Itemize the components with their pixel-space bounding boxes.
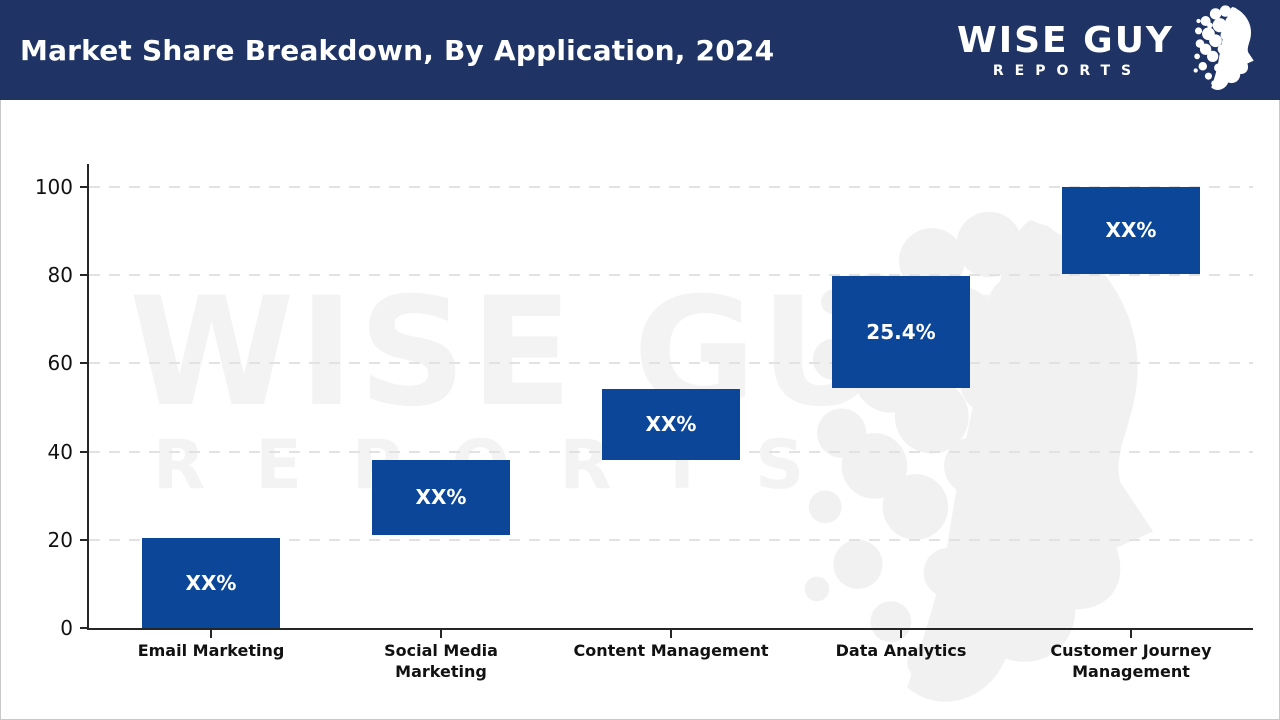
x-axis-label: Social Media Marketing [326,640,556,682]
x-axis-tick [900,630,902,638]
logo-text: WISE GUY REPORTS [956,19,1174,79]
x-axis-label: Content Management [556,640,786,661]
bar-value-label: 25.4% [866,320,936,345]
x-axis-label-line: Management [1072,662,1190,681]
bar-email-marketing: XX% [142,537,280,628]
x-axis-label: Customer Journey Management [1016,640,1246,682]
y-axis-tick-label: 20 [47,527,73,552]
x-axis-line [87,628,1253,630]
y-axis-tick [80,274,89,277]
wiseguy-logo: WISE GUY REPORTS [957,0,1270,100]
x-axis-label-line: Marketing [395,662,487,681]
logo-subtext: REPORTS [992,62,1143,79]
bar-data-analytics: 25.4% [832,276,970,389]
page-title: Market Share Breakdown, By Application, … [20,33,775,67]
y-axis-tick [80,627,89,629]
bar-value-label: XX% [645,412,697,437]
y-axis-tick [80,186,89,188]
bar-value-label: XX% [415,485,467,510]
bar-social-media-marketing: XX% [372,459,510,536]
y-axis-tick-label: 80 [47,263,73,288]
y-gridline [89,362,1253,365]
x-axis-label-line: Social Media [384,641,498,660]
x-axis-tick [1130,630,1132,638]
bar-customer-journey-management: XX% [1062,187,1200,274]
y-axis-tick-label: 0 [60,616,73,640]
y-axis-tick [80,450,89,453]
x-axis-tick [210,630,212,638]
x-axis-tick [670,630,672,638]
x-axis-label-line: Customer Journey [1050,641,1212,660]
x-axis-label-line: Email Marketing [137,641,285,660]
y-gridline [89,274,1253,277]
y-axis-tick [80,538,89,541]
y-axis-tick-label: 60 [47,351,73,376]
y-axis-tick [80,362,89,365]
bar-content-management: XX% [602,388,740,460]
y-gridline [89,538,1253,541]
y-axis-tick-label: 100 [34,175,73,199]
x-axis-label: Email Marketing [96,640,326,661]
x-axis-label-line: Data Analytics [835,641,967,660]
header-bar: Market Share Breakdown, By Application, … [0,0,1280,100]
x-axis-label: Data Analytics [786,640,1016,661]
bar-value-label: XX% [185,570,237,595]
y-gridline [89,186,1253,188]
y-axis-tick-label: 40 [47,439,73,464]
wiseguy-face-icon [1178,4,1270,96]
x-axis-tick [440,630,442,638]
y-axis-line [87,164,89,630]
bar-value-label: XX% [1105,218,1157,243]
logo-wordmark: WISE GUY [956,19,1174,61]
x-axis-label-line: Content Management [573,641,769,660]
